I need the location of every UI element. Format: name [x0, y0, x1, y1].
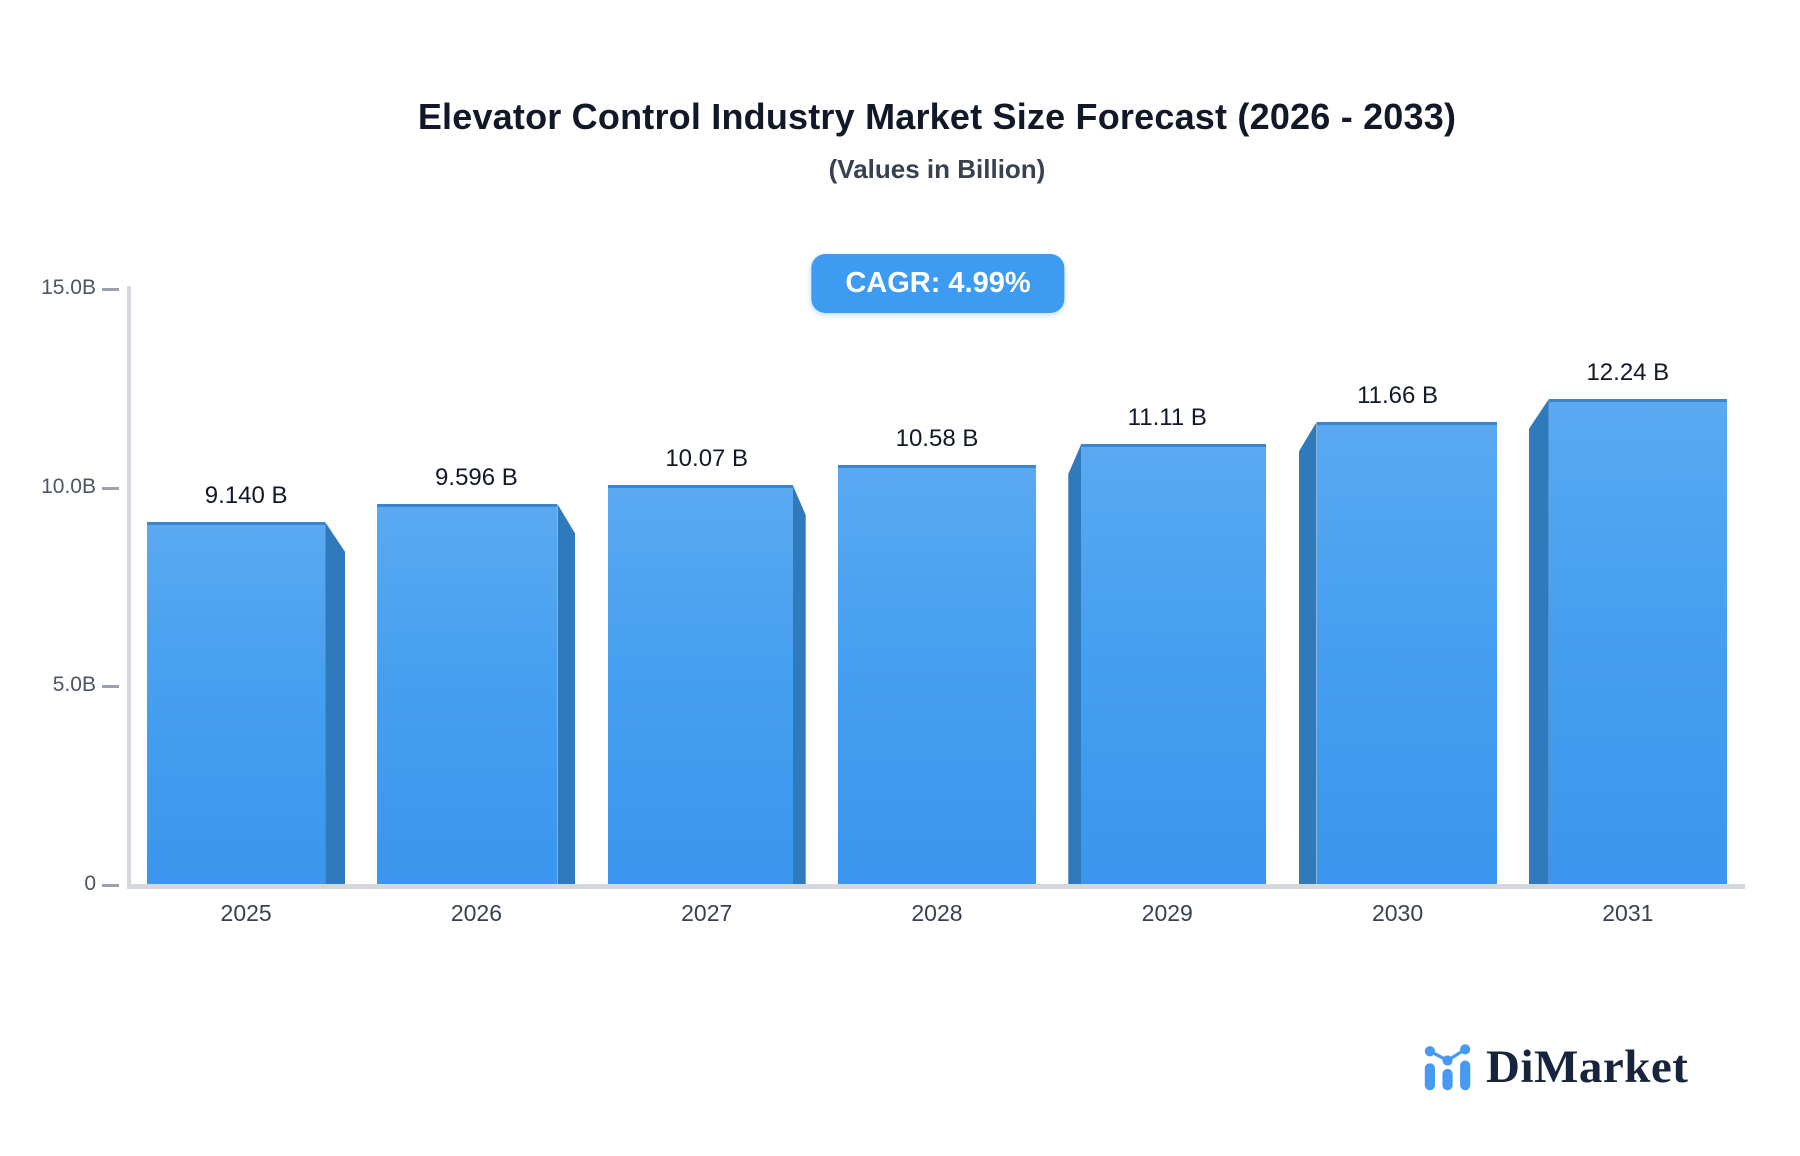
x-axis-labels: 2025 2026 2027 2028 2029 2030 2031 — [131, 900, 1743, 927]
bar-slot-2026: 9.596 B — [361, 290, 591, 884]
y-tick-label: 5.0B — [52, 673, 96, 697]
bar-2031 — [1528, 399, 1727, 884]
y-tick-dash — [102, 486, 119, 490]
y-tick-label: 0 — [84, 872, 96, 895]
y-tick-dash — [102, 685, 119, 689]
chart-header: Elevator Control Industry Market Size Fo… — [131, 96, 1743, 185]
x-axis-label-2026: 2026 — [450, 900, 502, 926]
bars-area: 9.140 B 9.596 B 10.07 B 10.58 B 11.11 B 11.66… — [131, 290, 1743, 884]
bar-2029 — [1068, 444, 1267, 884]
y-tick-dash — [102, 884, 119, 887]
bar-2025 — [147, 522, 346, 884]
bar-value-label: 11.11 B — [1127, 404, 1207, 431]
bar-2028 — [837, 465, 1036, 884]
bar-face — [377, 504, 558, 884]
y-tick-label: 15.0B — [41, 276, 96, 299]
bar-slot-2029: 11.11 B — [1052, 290, 1282, 884]
bar-value-label: 10.07 B — [665, 445, 749, 472]
bar-2027 — [607, 485, 806, 884]
bar-face — [147, 522, 326, 884]
brand-logo: DiMarket — [1422, 1040, 1688, 1094]
brand-name: DiMarket — [1486, 1041, 1689, 1093]
bar-slot-2028: 10.58 B — [822, 290, 1052, 884]
bar-chart-sparkline-icon — [1424, 1044, 1471, 1091]
bar-3d-side — [1068, 444, 1082, 884]
bar-slot-2030: 11.66 B — [1282, 290, 1512, 884]
bar-3d-side — [325, 522, 346, 884]
bar-3d-side — [1298, 422, 1317, 884]
bar-2030 — [1298, 422, 1497, 884]
y-axis-line — [127, 286, 131, 886]
cagr-badge: CAGR: 4.99% — [811, 254, 1065, 313]
bar-face — [1548, 399, 1727, 884]
y-tick-label: 10.0B — [41, 474, 96, 498]
bar-3d-side — [557, 504, 576, 884]
bar-value-label: 11.66 B — [1357, 382, 1439, 409]
chart-subtitle: (Values in Billion) — [828, 154, 1046, 184]
bar-face — [1316, 422, 1497, 884]
x-axis-label-2027: 2027 — [681, 900, 733, 926]
bar-slot-2027: 10.07 B — [592, 290, 822, 884]
x-axis-label-2025: 2025 — [220, 900, 272, 926]
bar-face — [837, 465, 1036, 884]
bar-value-label: 10.58 B — [895, 425, 979, 452]
bar-slot-2031: 12.24 B — [1513, 290, 1743, 884]
x-axis-baseline — [127, 884, 1745, 889]
bar-3d-side — [792, 485, 806, 884]
bar-value-label: 9.140 B — [204, 482, 288, 509]
bar-slot-2025: 9.140 B — [131, 290, 361, 884]
x-axis-label-2029: 2029 — [1141, 900, 1193, 926]
bar-value-label: 12.24 B — [1586, 359, 1670, 386]
bar-3d-side — [1528, 399, 1549, 884]
bar-face — [1081, 444, 1267, 884]
bar-2026 — [377, 504, 576, 884]
x-axis-label-2030: 2030 — [1371, 900, 1424, 926]
chart-title: Elevator Control Industry Market Size Fo… — [417, 96, 1457, 137]
y-tick-dash — [102, 288, 119, 291]
x-axis-label-2028: 2028 — [911, 900, 963, 926]
bar-face — [607, 485, 793, 884]
x-axis-label-2031: 2031 — [1602, 900, 1654, 926]
bar-value-label: 9.596 B — [435, 464, 518, 491]
